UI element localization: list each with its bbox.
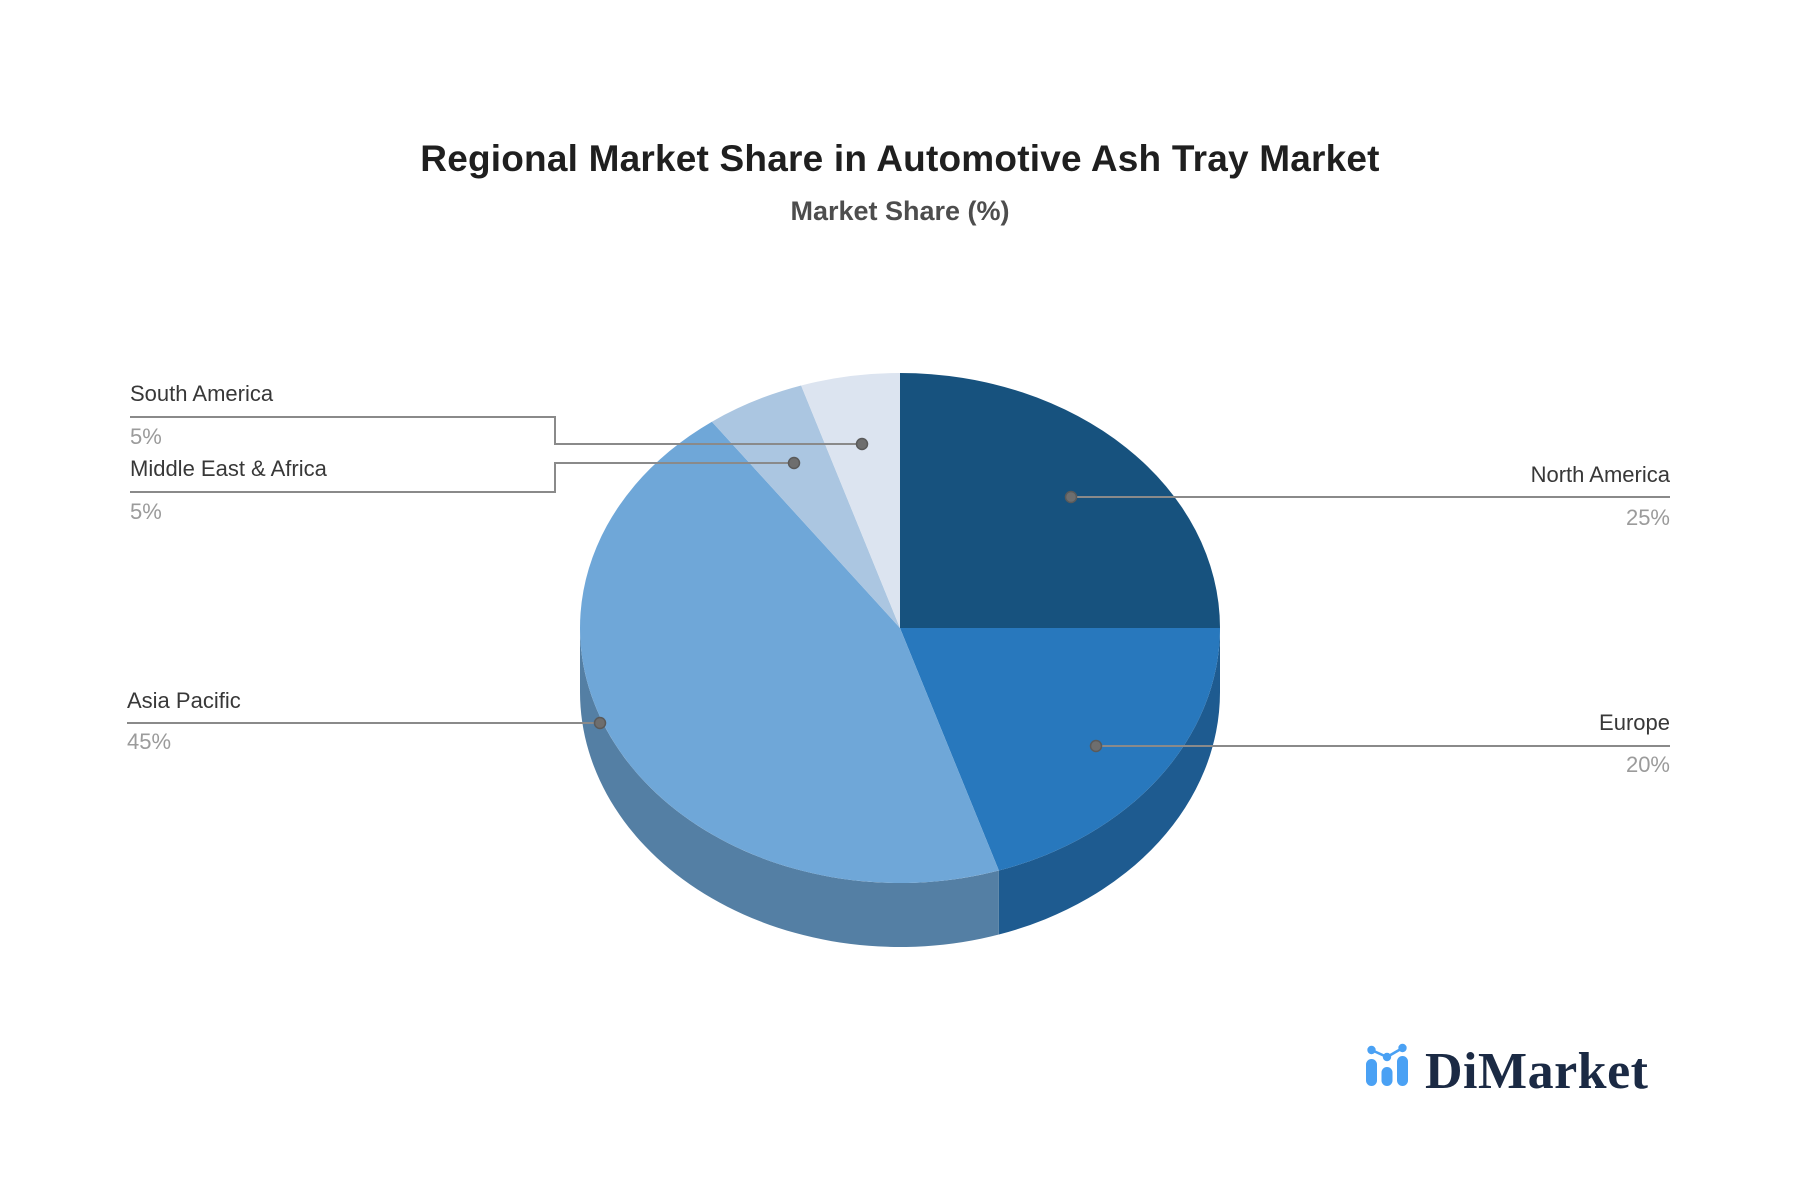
brand-logo-text: DiMarket [1425, 1043, 1649, 1100]
leader-line-south-america [130, 416, 862, 445]
chart-title: Regional Market Share in Automotive Ash … [420, 138, 1380, 179]
callout-label-south-america: South America [130, 381, 274, 406]
leader-dot-north-america [1064, 490, 1078, 504]
leader-dot-europe [1089, 739, 1103, 753]
callout-value-asia-pacific: 45% [127, 729, 172, 754]
leader-line-middle-east-africa [130, 462, 794, 493]
pie-side-asia-pacific [580, 628, 999, 947]
pie-slice-middle-east-africa [711, 385, 900, 628]
callout-label-north-america: North America [1530, 462, 1670, 487]
callout-label-asia-pacific: Asia Pacific [127, 688, 241, 713]
callout-label-middle-east-africa: Middle East & Africa [130, 456, 327, 481]
pie-slice-asia-pacific [579, 421, 999, 884]
leader-dot-south-america [855, 437, 869, 451]
pie-slice-south-america [801, 373, 900, 628]
brand-logo: DiMarket [1366, 1042, 1648, 1098]
callout-value-middle-east-africa: 5% [130, 499, 162, 524]
leader-dot-asia-pacific [593, 716, 607, 730]
callout-value-north-america: 25% [1625, 505, 1670, 530]
leader-dot-middle-east-africa [787, 456, 801, 470]
pie-slice-north-america [900, 373, 1220, 628]
chart-subtitle: Market Share (%) [790, 196, 1010, 226]
callout-value-south-america: 5% [130, 424, 162, 449]
pie-slice-europe [900, 628, 1220, 871]
pie-side-europe [998, 628, 1220, 935]
callout-value-europe: 20% [1625, 752, 1670, 777]
bar-line-chart-icon [1366, 1043, 1408, 1086]
callout-label-europe: Europe [1599, 710, 1670, 735]
